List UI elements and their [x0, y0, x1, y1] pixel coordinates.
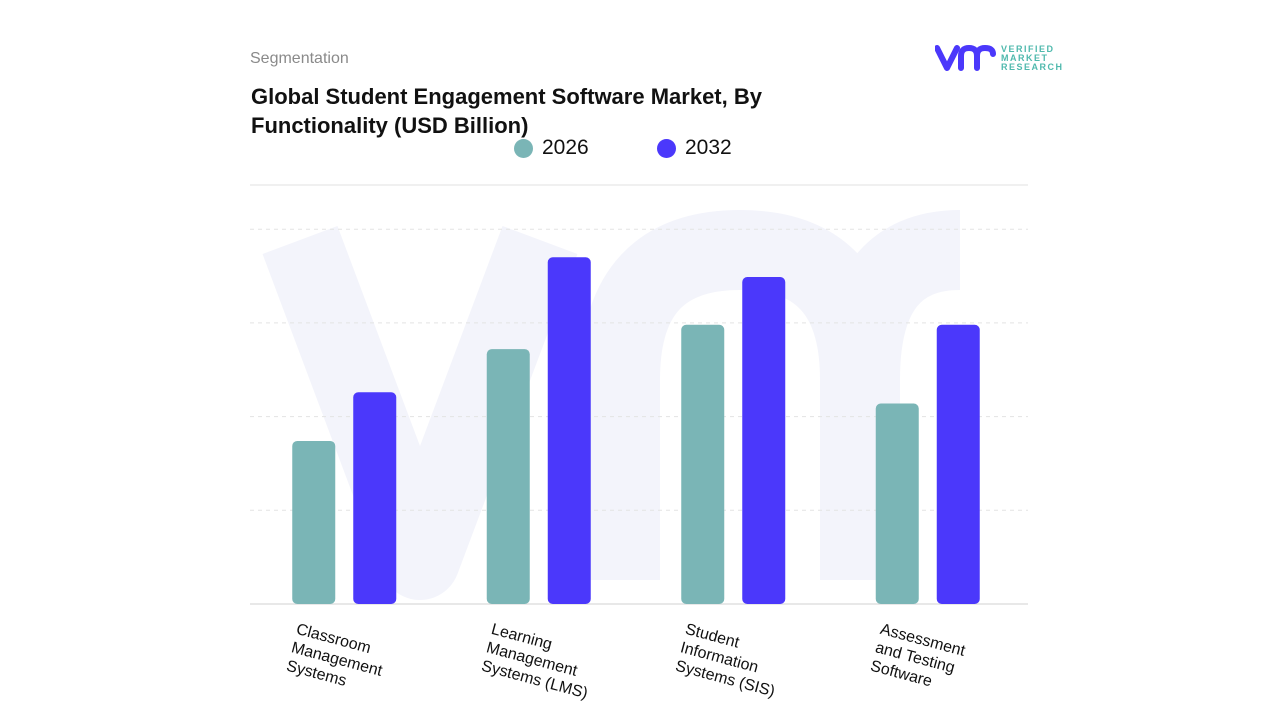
- legend-label: 2026: [542, 136, 589, 159]
- bar-2026-4: [875, 403, 919, 604]
- segmentation-label: Segmentation: [250, 50, 349, 67]
- vmr-logo-icon: [935, 44, 996, 71]
- vmr-logo-text: VERIFIED MARKET RESEARCH: [1001, 43, 1064, 72]
- watermark-logo: [262, 209, 962, 600]
- legend-swatch-2026: [514, 138, 533, 158]
- legend-label: 2032: [685, 136, 732, 159]
- bar-2032-3: [742, 276, 786, 604]
- bar-2026-1: [292, 440, 336, 604]
- vmr-logo: VERIFIED MARKET RESEARCH: [935, 44, 1064, 72]
- legend-swatch-2032: [657, 138, 676, 158]
- logo-line: RESEARCH: [1001, 61, 1064, 72]
- logo-line: VERIFIED: [1001, 43, 1055, 54]
- bar-2032-4: [936, 324, 980, 604]
- bar-2026-3: [681, 324, 725, 604]
- legend-item-2026: 2026: [514, 136, 589, 160]
- bar-2032-1: [353, 392, 397, 604]
- chart-title: Global Student Engagement Software Marke…: [251, 84, 762, 138]
- logo-line: MARKET: [1001, 52, 1049, 63]
- legend: 2026 2032: [0, 136, 1280, 164]
- bar-2026-2: [486, 349, 530, 604]
- legend-item-2032: 2032: [657, 136, 732, 160]
- bar-2032-2: [547, 257, 591, 604]
